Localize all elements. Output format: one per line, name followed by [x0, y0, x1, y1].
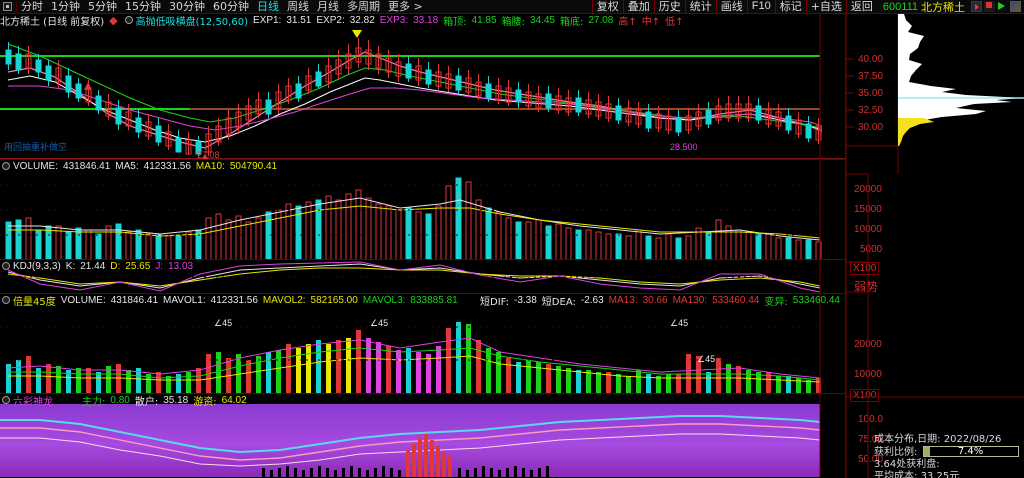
- vol2-tick-10000: 10000: [854, 369, 882, 380]
- toolbar-right-group: 复权 叠加 历史 统计 画线 F10 标记 +自选 返回 600111 北方稀土: [591, 0, 1024, 14]
- period-tab-multi[interactable]: 多周期: [347, 0, 380, 13]
- period-tab-60min[interactable]: 60分钟: [213, 0, 249, 13]
- six-color-svg: [0, 394, 821, 477]
- price-tick-32-5: 32.50: [858, 105, 884, 116]
- six-tick-50: 50.00: [858, 454, 884, 465]
- chip-distribution-chart[interactable]: 40.00 37.50 35.00 32.50 30.00: [846, 14, 1024, 174]
- vol2-tick-20000: 20000: [854, 339, 882, 350]
- price-tick-40: 40.00: [858, 54, 884, 65]
- triangle-right-icon[interactable]: [997, 1, 1008, 12]
- volume-chart-svg: [0, 160, 822, 259]
- cost-distribution-box: 成本分布,日期: 2022/08/26 获利比例: 7.4% 3.64处获利盘:…: [874, 434, 1024, 478]
- period-tab-15min[interactable]: 15分钟: [125, 0, 161, 13]
- chart-column: 北方稀土 (日线 前复权) ◆ 高抛低吸横盘(12,50,60) EXP1: 3…: [0, 14, 846, 478]
- chips-row: 3.64处获利盘:: [874, 459, 940, 470]
- volume-tick-10000: 10000: [854, 224, 882, 235]
- annotation-box-bottom-price: 27.08: [197, 150, 220, 160]
- button-diejia[interactable]: 叠加: [622, 0, 654, 13]
- button-huaxian[interactable]: 画线: [715, 0, 747, 13]
- angle-mark-4: ∠45: [697, 354, 716, 364]
- period-tab-weekly[interactable]: 周线: [287, 0, 309, 13]
- period-tab-more[interactable]: 更多 >: [388, 0, 423, 13]
- volume-unit-label: X100: [850, 262, 880, 275]
- right-axis-column: 40.00 37.50 35.00 32.50 30.00 20000 1500…: [846, 14, 1024, 478]
- flag-icon[interactable]: [984, 1, 995, 12]
- period-tab-30min[interactable]: 30分钟: [169, 0, 205, 13]
- price-chart-svg: [0, 14, 845, 159]
- angle-mark-1: ∠45: [214, 318, 233, 328]
- thumbnail-icon[interactable]: [1010, 1, 1021, 12]
- annotation-note: 用回抽重补做空: [4, 143, 68, 153]
- button-tongji[interactable]: 统计: [684, 0, 716, 13]
- profit-ratio-label: 获利比例:: [874, 447, 918, 458]
- angle-mark-2: ∠45: [370, 318, 389, 328]
- button-biaoji[interactable]: 标记: [774, 0, 806, 13]
- kdj-chart-svg: [0, 260, 821, 293]
- avg-cost-value: 33.25元: [920, 471, 960, 478]
- vol2-unit-label: X100: [850, 389, 880, 402]
- profit-ratio-row: 获利比例: 7.4%: [874, 446, 1024, 459]
- cost-date-row: 成本分布,日期: 2022/08/26: [874, 434, 1024, 446]
- button-fuquan[interactable]: 复权: [591, 0, 623, 13]
- period-tab-daily[interactable]: 日线: [257, 0, 279, 13]
- profit-ratio-fill: [923, 447, 930, 456]
- volume-tick-15000: 15000: [854, 204, 882, 215]
- kdj-panel[interactable]: KDJ(9,3,3) K: 21.44 D: 25.65 J: 13.03: [0, 260, 845, 294]
- volume-tick-20000: 20000: [854, 184, 882, 195]
- angle-mark-3: ∠45: [670, 318, 689, 328]
- play-icon[interactable]: [971, 1, 982, 12]
- stock-name: 北方稀土: [921, 0, 965, 14]
- volume-tick-5000: 5000: [860, 244, 883, 255]
- six-tick-100: 100.0: [858, 414, 884, 425]
- six-tick-75: 75.00: [858, 434, 884, 445]
- profit-ratio-bar[interactable]: 7.4%: [922, 446, 1019, 457]
- profit-ratio-value: 7.4%: [957, 446, 984, 457]
- price-panel[interactable]: 北方稀土 (日线 前复权) ◆ 高抛低吸横盘(12,50,60) EXP1: 3…: [0, 14, 845, 160]
- avg-cost-label: 平均成本:: [874, 471, 918, 478]
- price-tick-37-5: 37.50: [858, 71, 884, 82]
- button-f10[interactable]: F10: [746, 0, 775, 13]
- button-lishi[interactable]: 历史: [653, 0, 685, 13]
- kdj-status-text: 弱势: [854, 280, 879, 294]
- multiplier-volume-panel[interactable]: 倍量45度 VOLUME: 431846.41 MAVOL1: 412331.5…: [0, 294, 845, 394]
- candlestick-series: [5, 38, 822, 156]
- cost-date-label: 成本分布,日期:: [874, 434, 941, 445]
- six-color-panel[interactable]: 六彩神龙 主力: 0.80 散户: 35.18 游资: 64.02: [0, 394, 845, 477]
- toolbar-divider: [16, 1, 17, 12]
- cost-date-value: 2022/08/26: [943, 434, 1002, 445]
- volume-panel[interactable]: VOLUME: 431846.41 MA5: 412331.56 MA10: 5…: [0, 160, 845, 260]
- period-tab-fenshi[interactable]: 分时: [21, 0, 43, 13]
- top-toolbar: 分时 1分钟 5分钟 15分钟 30分钟 60分钟 日线 周线 月线 多周期 更…: [0, 0, 1024, 14]
- button-add-favorite[interactable]: +自选: [805, 0, 846, 13]
- period-tab-1min[interactable]: 1分钟: [51, 0, 80, 13]
- chip-distribution-svg: [846, 14, 1024, 174]
- period-tab-monthly[interactable]: 月线: [317, 0, 339, 13]
- period-tab-5min[interactable]: 5分钟: [88, 0, 117, 13]
- toolbar-icon-group: [971, 1, 1024, 12]
- multiplier-volume-svg: [0, 294, 821, 393]
- price-tick-35: 35.00: [858, 88, 884, 99]
- avg-cost-row: 平均成本: 33.25元: [874, 471, 1024, 478]
- stock-code: 600111: [882, 0, 918, 13]
- button-back[interactable]: 返回: [845, 0, 877, 13]
- annotation-level-price: 28.500: [670, 142, 698, 152]
- price-tick-30: 30.00: [858, 122, 884, 133]
- window-menu-icon[interactable]: [3, 2, 12, 11]
